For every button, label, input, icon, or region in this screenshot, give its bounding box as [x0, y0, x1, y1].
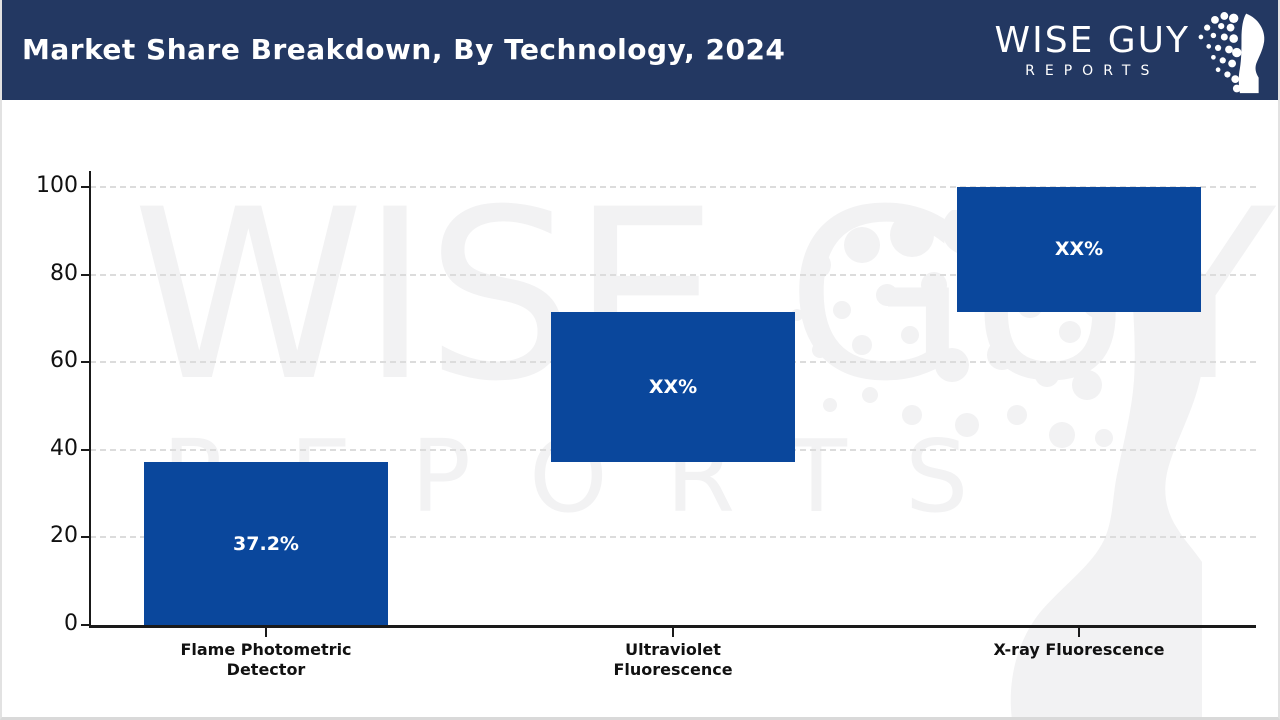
y-tick-mark: [81, 448, 90, 451]
x-tick-mark: [672, 628, 674, 637]
chart-area: WISE GUY REPORTS 0 20 40 60 80 100: [2, 100, 1278, 717]
x-tick-mark: [1078, 628, 1080, 637]
x-category-label: Flame Photometric Detector: [180, 640, 352, 679]
header-bar: Market Share Breakdown, By Technology, 2…: [2, 0, 1278, 100]
y-tick-mark: [81, 361, 90, 364]
x-axis-line: [89, 625, 1256, 628]
y-tick-label: 40: [50, 435, 78, 461]
y-tick-label: 60: [50, 348, 78, 374]
page-title: Market Share Breakdown, By Technology, 2…: [22, 33, 786, 66]
logo-wordmark: WISE GUY: [994, 20, 1190, 61]
y-axis-line: [89, 171, 91, 627]
bar-2: XX%: [551, 311, 795, 463]
y-tick-mark: [81, 624, 90, 626]
bar-value-label: 37.2%: [233, 532, 299, 555]
y-tick-label: 20: [50, 523, 78, 549]
bar-3: XX%: [957, 187, 1201, 312]
logo-wordmark-block: WISE GUY REPORTS: [995, 22, 1191, 80]
y-tick-mark: [81, 186, 90, 188]
bar-1: 37.2%: [144, 462, 388, 625]
wiseguy-logo: WISE GUY REPORTS: [995, 8, 1268, 94]
gridline: [90, 186, 1256, 188]
gridline: [90, 536, 1256, 539]
y-tick-label: 80: [50, 260, 78, 286]
logo-subtext: REPORTS: [1025, 63, 1160, 79]
y-tick-label: 0: [64, 611, 78, 636]
y-tick-mark: [81, 273, 90, 276]
x-tick-mark: [265, 628, 267, 637]
x-category-label: X-ray Fluorescence: [993, 640, 1165, 659]
x-category-label: Ultraviolet Fluorescence: [613, 640, 733, 679]
bar-value-label: XX%: [648, 375, 698, 398]
y-tick-label: 100: [36, 173, 78, 198]
bar-value-label: XX%: [1054, 238, 1104, 261]
gridline: [90, 273, 1256, 276]
wiseguy-face-icon: [1198, 12, 1265, 94]
plot-area: 0 20 40 60 80 100 37.2% XX% XX% Flame Photometr…: [2, 100, 1278, 717]
y-tick-mark: [81, 536, 90, 539]
